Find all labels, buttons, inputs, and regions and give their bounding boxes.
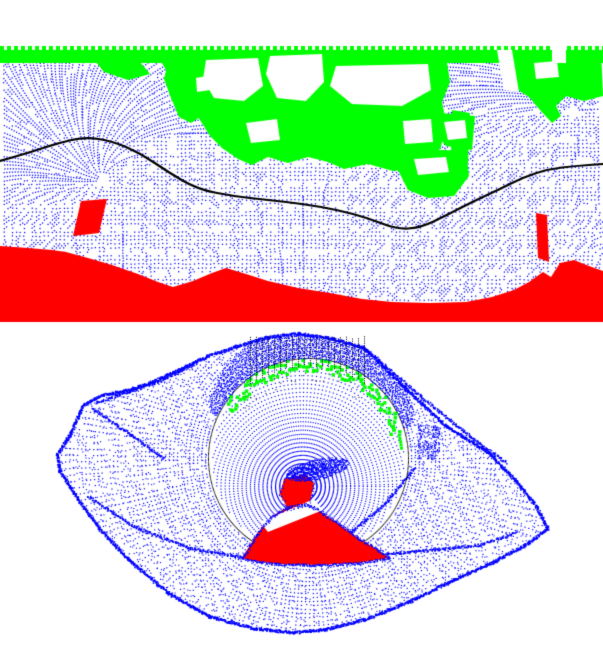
geomagnetic-field-figure-canvas <box>0 0 603 645</box>
figure-root <box>0 0 603 645</box>
